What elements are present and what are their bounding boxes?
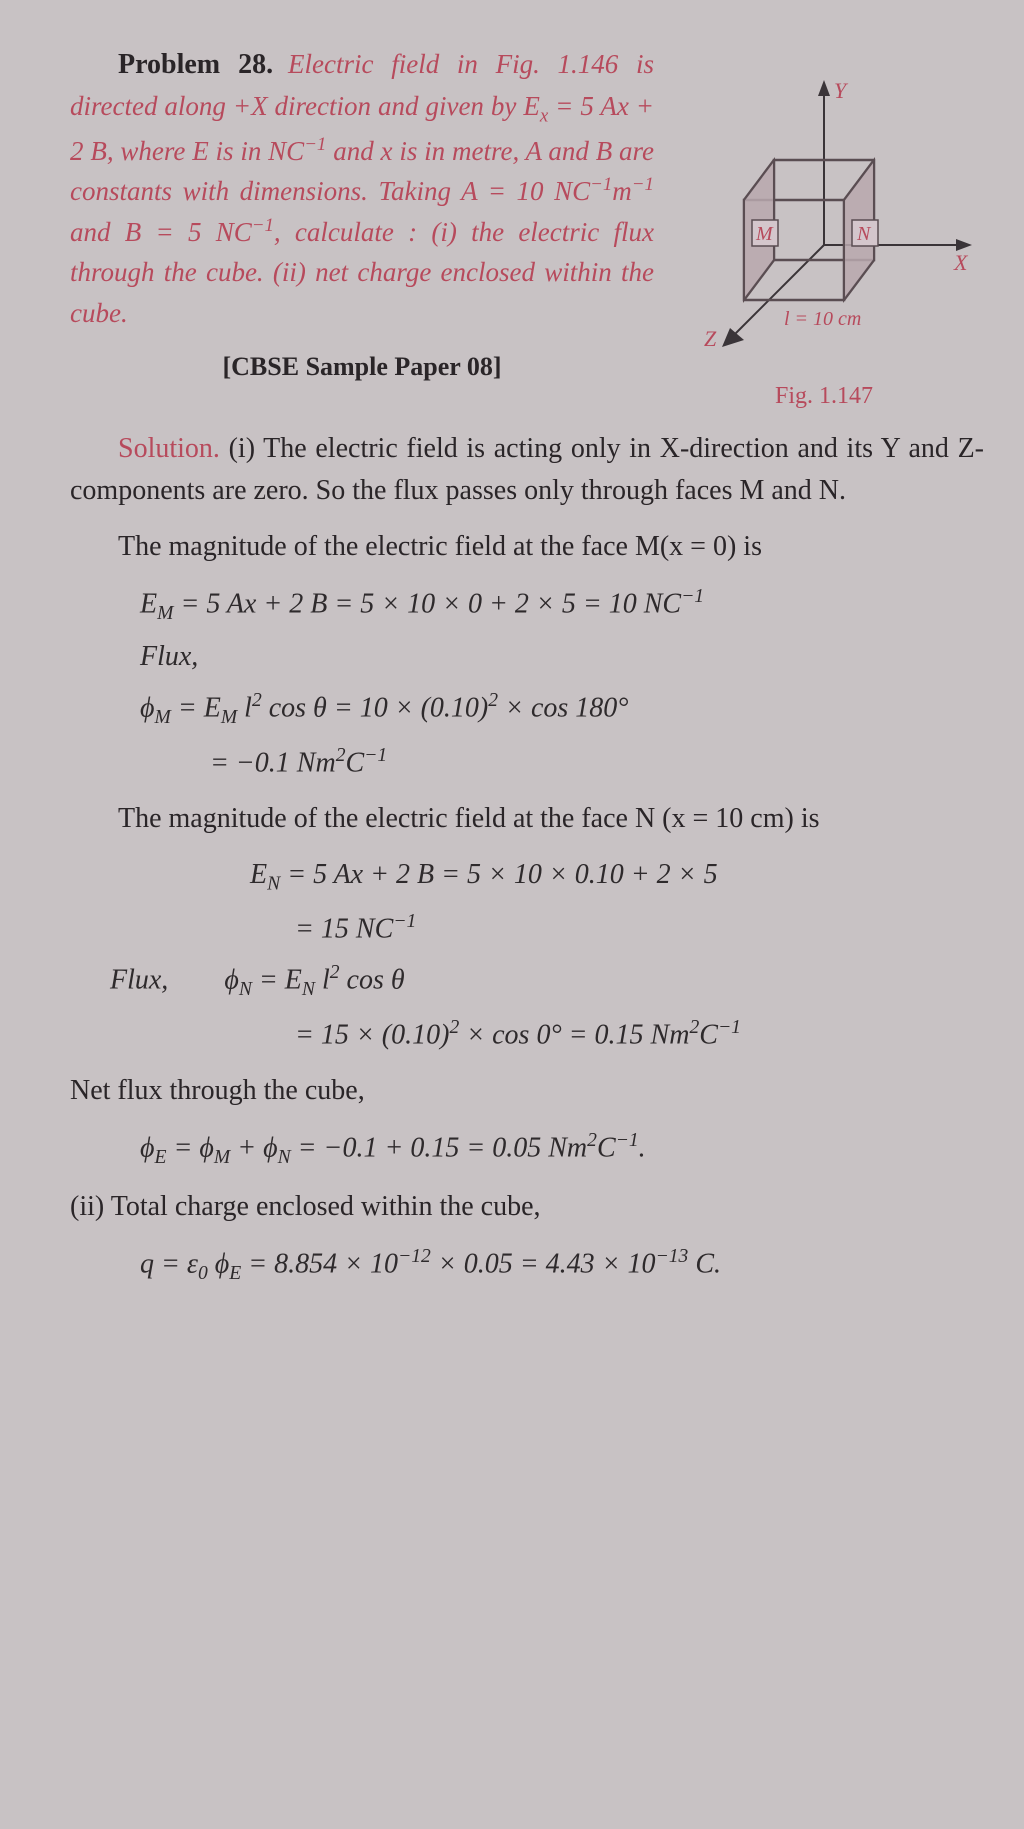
side-length-label: l = 10 cm [784,308,861,330]
eq-em: EM = 5 Ax + 2 B = 5 × 10 × 0 + 2 × 5 = 1… [140,582,984,628]
flux-label-1: Flux, [140,636,984,678]
solution-p3: The magnitude of the electric field at t… [70,798,984,840]
eq-en-b: = 15 NC−1 [295,907,984,950]
problem-header-row: Problem 28. Electric field in Fig. 1.146… [70,30,984,414]
eq-phi-m-b: = −0.1 Nm2C−1 [210,741,984,784]
axis-x-label: X [953,250,969,275]
face-m-label: M [755,223,774,245]
eq-q: q = ε0 ϕE = 8.854 × 10−12 × 0.05 = 4.43 … [140,1242,984,1288]
problem-statement: Problem 28. Electric field in Fig. 1.146… [70,44,654,333]
eq-en-a: EN = 5 Ax + 2 B = 5 × 10 × 0.10 + 2 × 5 [250,854,984,899]
solution-p1: Solution. (i) The electric field is acti… [70,428,984,512]
problem-body-1: Electric field in Fig. 1.146 is directed… [70,49,654,328]
problem-text: Problem 28. Electric field in Fig. 1.146… [70,30,654,414]
eq-phi-n-b: = 15 × (0.10)2 × cos 0° = 0.15 Nm2C−1 [295,1013,984,1056]
axis-z-label: Z [704,326,717,351]
problem-number: Problem 28. [118,49,273,80]
eq-phi-n-row: Flux, ϕN = EN l2 cos θ [110,958,984,1004]
axis-y-label: Y [834,78,849,103]
cube-figure: Y X Z M N [674,70,974,370]
solution-label: Solution. [118,433,220,464]
face-n-label: N [856,223,872,245]
figure-column: Y X Z M N [664,30,984,414]
figure-caption: Fig. 1.147 [775,378,873,414]
eq-phi-e: ϕE = ϕM + ϕN = −0.1 + 0.15 = 0.05 Nm2C−1… [140,1126,984,1172]
solution-p5: (ii) Total charge enclosed within the cu… [70,1186,984,1228]
problem-source: [CBSE Sample Paper 08] [70,347,654,386]
solution-p4: Net flux through the cube, [70,1070,984,1112]
eq-phi-m-a: ϕM = EM l2 cos θ = 10 × (0.10)2 × cos 18… [140,686,984,732]
solution-p2: The magnitude of the electric field at t… [70,526,984,568]
